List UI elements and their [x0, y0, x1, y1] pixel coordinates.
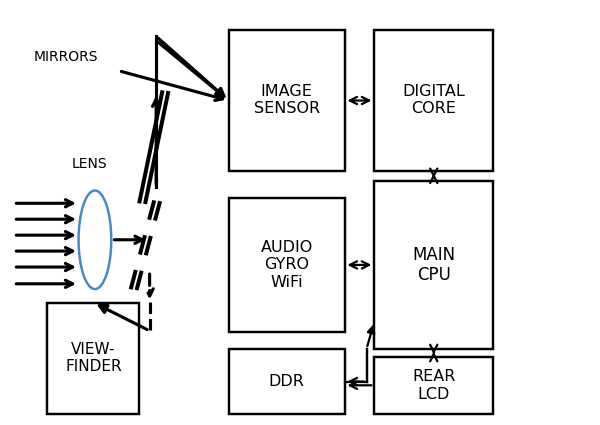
Text: IMAGE
SENSOR: IMAGE SENSOR [254, 84, 320, 116]
Bar [374, 357, 493, 414]
Bar [374, 30, 493, 170]
Text: REAR
LCD: REAR LCD [412, 369, 455, 402]
Ellipse shape [79, 190, 111, 289]
Text: LENS: LENS [71, 157, 107, 171]
Text: MAIN
CPU: MAIN CPU [412, 246, 455, 284]
Bar [229, 198, 344, 332]
Text: MIRRORS: MIRRORS [34, 50, 98, 64]
Text: VIEW-
FINDER: VIEW- FINDER [65, 342, 122, 374]
Bar [374, 181, 493, 349]
Bar [47, 303, 139, 414]
Bar [229, 349, 344, 414]
Text: AUDIO
GYRO
WiFi: AUDIO GYRO WiFi [260, 240, 313, 290]
Text: DIGITAL
CORE: DIGITAL CORE [403, 84, 465, 116]
Text: DDR: DDR [269, 374, 305, 389]
Bar [229, 30, 344, 170]
